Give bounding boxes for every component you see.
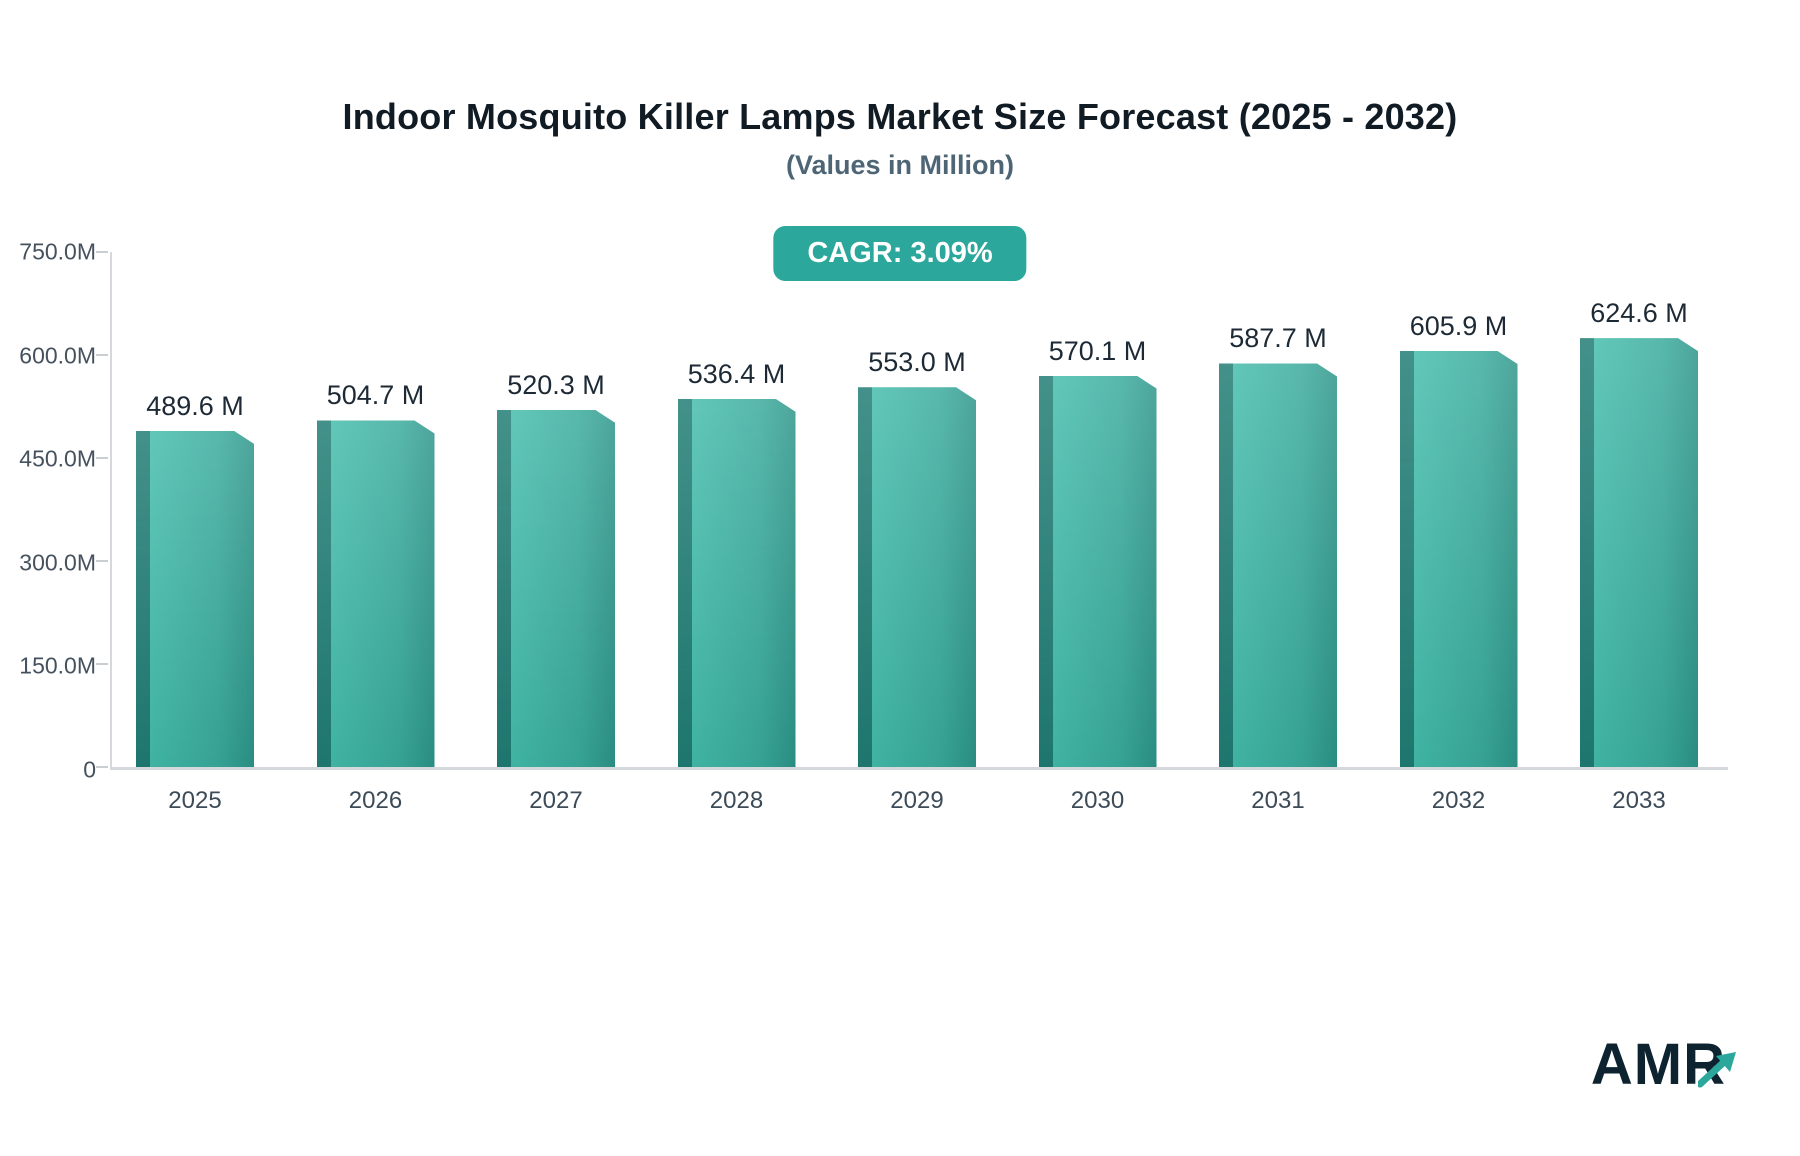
bar-value-label: 504.7 M <box>326 380 425 411</box>
plot-area: 489.6 M 2025 504.7 M 2026 520.3 M 2027 536.4 M… <box>96 251 1728 814</box>
bar <box>136 431 254 767</box>
cagr-badge: CAGR: 3.09% <box>773 226 1027 281</box>
x-axis-label: 2025 <box>168 787 222 814</box>
y-tick-mark <box>96 354 108 356</box>
x-axis-label: 2031 <box>1251 787 1305 814</box>
chart-subtitle: (Values in Million) <box>785 150 1015 180</box>
x-axis-label: 2026 <box>348 787 403 814</box>
y-tick-mark <box>96 457 108 459</box>
y-tick-mark <box>96 766 108 768</box>
bar <box>678 399 796 767</box>
bar-group: 520.3 M 2027 <box>497 252 615 814</box>
bar <box>1580 338 1698 767</box>
bar-group: 624.6 M 2033 <box>1580 252 1698 814</box>
x-axis-label: 2033 <box>1612 787 1666 814</box>
bar-value-label: 624.6 M <box>1590 298 1688 329</box>
x-axis-label: 2028 <box>709 787 764 814</box>
y-tick-label: 300.0M <box>19 549 96 576</box>
x-axis-label: 2032 <box>1431 787 1486 814</box>
amr-logo: AMR <box>1591 1036 1736 1094</box>
bar-group: 605.9 M 2032 <box>1400 252 1518 814</box>
bar-value-label: 536.4 M <box>687 358 786 389</box>
y-tick-label: 0 <box>83 756 96 783</box>
bar-group: 504.7 M 2026 <box>317 252 435 814</box>
bar-group: 570.1 M 2030 <box>1039 252 1157 814</box>
bar-value-label: 587.7 M <box>1229 323 1327 354</box>
bar-group: 553.0 M 2029 <box>858 252 976 814</box>
chart-title: Indoor Mosquito Killer Lamps Market Size… <box>342 96 1458 137</box>
x-axis-label: 2029 <box>890 787 944 814</box>
bar <box>1039 376 1157 767</box>
x-axis-label: 2030 <box>1070 787 1125 814</box>
bar-value-label: 570.1 M <box>1048 335 1147 366</box>
bar <box>317 420 435 767</box>
y-axis: 750.0M 600.0M 450.0M 300.0M 150.0M 0 <box>19 239 110 783</box>
bar-value-label: 520.3 M <box>507 369 605 400</box>
y-tick-label: 600.0M <box>19 342 96 369</box>
y-tick-mark <box>96 560 108 562</box>
y-tick-label: 150.0M <box>19 652 96 679</box>
bar-value-label: 553.0 M <box>868 347 966 378</box>
y-tick-mark <box>96 251 108 253</box>
bar-group: 536.4 M 2028 <box>678 252 796 814</box>
bar <box>1219 363 1337 767</box>
bar-group: 587.7 M 2031 <box>1219 252 1337 814</box>
y-tick-mark <box>96 663 108 665</box>
bar <box>858 387 976 767</box>
bar-chart: 750.0M 600.0M 450.0M 300.0M 150.0M 0 489.6 M 2… <box>19 239 1728 814</box>
bar-value-label: 605.9 M <box>1409 310 1508 341</box>
bar-value-label: 489.6 M <box>146 390 244 421</box>
x-axis-label: 2027 <box>529 787 583 814</box>
bar <box>1400 351 1518 767</box>
bar <box>497 410 615 767</box>
bar-group: 489.6 M 2025 <box>136 252 254 814</box>
logo-arrow-icon <box>1698 1052 1736 1088</box>
y-tick-label: 750.0M <box>19 238 96 265</box>
y-tick-label: 450.0M <box>19 445 96 472</box>
